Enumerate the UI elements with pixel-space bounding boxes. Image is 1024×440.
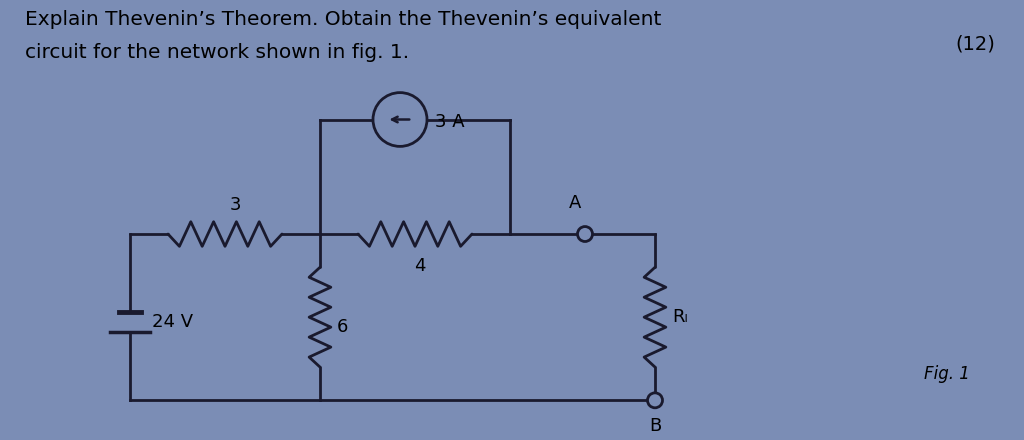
Text: circuit for the network shown in fig. 1.: circuit for the network shown in fig. 1. [25, 43, 410, 62]
Circle shape [578, 227, 593, 242]
Text: (12): (12) [955, 35, 995, 54]
Text: 3 A: 3 A [435, 114, 465, 132]
Circle shape [373, 92, 427, 147]
Text: Fig. 1: Fig. 1 [924, 365, 970, 383]
Text: Explain Thevenin’s Theorem. Obtain the Thevenin’s equivalent: Explain Thevenin’s Theorem. Obtain the T… [25, 10, 662, 29]
Text: 3: 3 [229, 196, 241, 214]
Text: 24 V: 24 V [152, 313, 194, 330]
Circle shape [647, 393, 663, 408]
Text: B: B [649, 417, 662, 435]
Text: Rₗ: Rₗ [672, 308, 688, 326]
Text: 6: 6 [337, 318, 348, 336]
Text: 4: 4 [415, 257, 426, 275]
Text: A: A [568, 194, 582, 212]
